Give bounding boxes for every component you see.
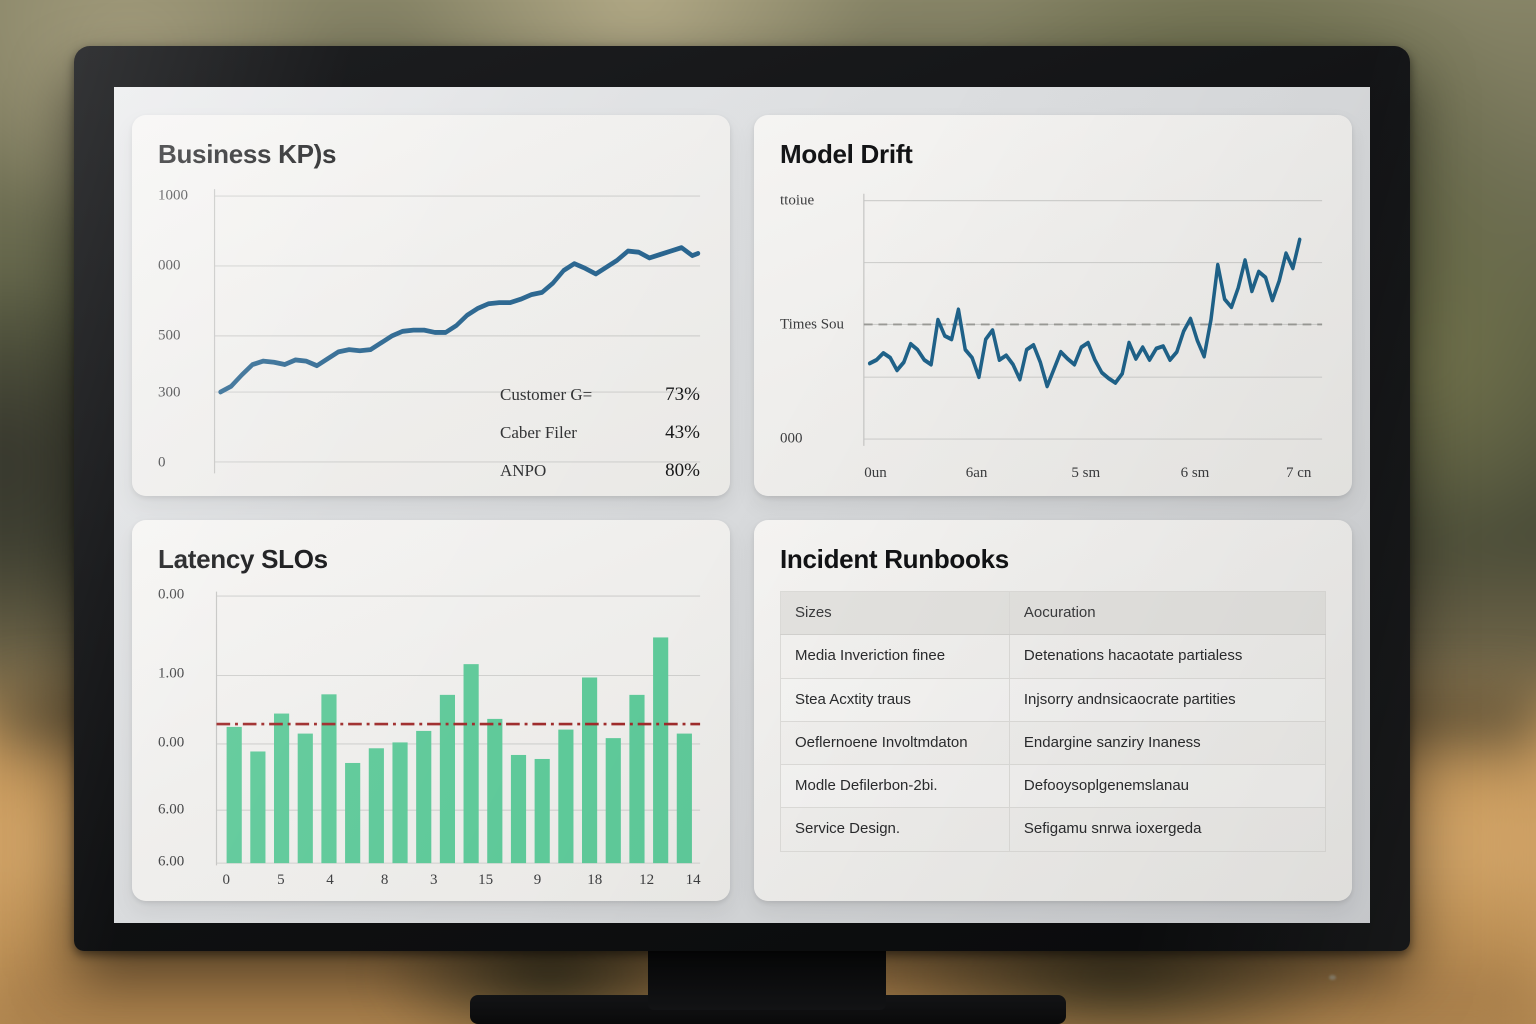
ytick-business-kpis-4: 0: [158, 454, 166, 471]
ytick-model-drift-1: Times Sou: [780, 316, 845, 333]
column-header-sizes[interactable]: Sizes: [780, 590, 1010, 636]
xtick-latency-1: 5: [277, 872, 285, 888]
kpi-legend-row: Caber Filer 43%: [500, 422, 700, 444]
bar[interactable]: [368, 748, 384, 864]
computer-monitor: Business KP)s: [74, 46, 1410, 980]
runbook-action-cell: Endargine sanziry Inaness: [1008, 720, 1327, 766]
ytick-business-kpis-1: 000: [158, 257, 181, 274]
bar[interactable]: [439, 694, 456, 864]
chart-business-kpis[interactable]: 1000 000 500 300 0 Customer G= 73% Caber…: [158, 180, 704, 481]
xtick-model-drift-1: 6an: [965, 465, 988, 481]
chart-axes-latency-slos: [158, 585, 704, 883]
bar[interactable]: [273, 713, 290, 864]
bar[interactable]: [629, 694, 645, 864]
ytick-business-kpis-0: 1000: [158, 187, 188, 204]
panel-title-business-kpis: Business KP)s: [158, 139, 337, 169]
xtick-model-drift-0: 0un: [864, 465, 887, 481]
runbook-action-cell: Detenations hacaotate partialess: [1008, 634, 1327, 679]
xtick-latency-4: 3: [429, 872, 438, 888]
ytick-latency-2: 0.00: [158, 734, 185, 751]
ytick-model-drift-2: 000: [780, 430, 803, 447]
xtick-latency-9: 14: [685, 872, 701, 888]
bar[interactable]: [487, 718, 503, 864]
bar[interactable]: [321, 694, 337, 864]
ytick-latency-1: 1.00: [158, 665, 185, 682]
bar[interactable]: [581, 677, 598, 864]
kpi-legend: Customer G= 73% Caber Filer 43% ANPO 80%: [500, 384, 700, 482]
panel-title-latency-slos: Latency SLOs: [158, 544, 328, 574]
ytick-latency-3: 6.00: [158, 801, 185, 818]
table-row[interactable]: Modle Defilerbon-2bi. Defooysoplgenemslan…: [780, 763, 1327, 809]
bar[interactable]: [558, 729, 574, 864]
bar[interactable]: [345, 762, 361, 864]
xtick-latency-5: 15: [478, 872, 494, 888]
chart-model-drift[interactable]: ttoiue Times Sou 000 0un 6an 5 sm 6 sm 7…: [780, 180, 1326, 481]
xtick-latency-0: 0: [222, 872, 231, 888]
bar[interactable]: [392, 742, 408, 864]
runbooks-table[interactable]: Sizes Aocuration Media Inveriction finee…: [780, 590, 1327, 852]
table-row[interactable]: Service Design. Sefigamu snrwa ioxergeda: [780, 807, 1327, 852]
runbook-action-cell: Sefigamu snrwa ioxergeda: [1008, 807, 1327, 852]
runbook-name-cell: Media Inveriction finee: [780, 634, 1010, 679]
table-header-row: Sizes Aocuration: [780, 590, 1327, 636]
bar[interactable]: [653, 637, 669, 864]
kpi-legend-value: 73%: [665, 384, 700, 405]
ytick-model-drift-0: ttoiue: [780, 192, 815, 209]
xtick-latency-8: 12: [639, 872, 655, 888]
panel-title-incident-runbooks: Incident Runbooks: [780, 544, 1009, 574]
xtick-latency-3: 8: [380, 872, 389, 888]
kpi-legend-label: ANPO: [500, 461, 547, 480]
kpi-legend-label: Caber Filer: [500, 423, 577, 442]
panel-business-kpis[interactable]: Business KP)s: [132, 115, 730, 496]
panel-incident-runbooks[interactable]: Incident Runbooks Sizes Aocuration Media…: [754, 520, 1352, 901]
xtick-model-drift-3: 6 sm: [1180, 465, 1210, 481]
xtick-model-drift-4: 7 cn: [1285, 465, 1312, 481]
ytick-business-kpis-3: 300: [158, 384, 181, 401]
table-row[interactable]: Oeflernoene Involtmdaton Endargine sanzir…: [780, 720, 1327, 766]
runbook-name-cell: Modle Defilerbon-2bi.: [780, 763, 1010, 809]
chart-latency-slos[interactable]: 0.00 1.00 0.00 6.00 6.00 0 5 4 8 3 15 9 …: [158, 585, 704, 888]
panel-title-model-drift: Model Drift: [780, 139, 913, 169]
bar[interactable]: [297, 733, 313, 864]
panel-model-drift[interactable]: Model Drift: [754, 115, 1352, 496]
bar[interactable]: [676, 733, 692, 864]
runbook-name-cell: Stea Acxtity traus: [780, 677, 1010, 722]
dashboard-grid: Business KP)s: [132, 115, 1352, 901]
table-row[interactable]: Media Inveriction finee Detenations hacao…: [780, 634, 1327, 679]
bar[interactable]: [416, 730, 432, 864]
bar[interactable]: [510, 754, 527, 864]
chart-axes-model-drift: [780, 180, 1326, 478]
ytick-latency-4: 6.00: [158, 853, 185, 870]
ytick-business-kpis-2: 500: [158, 327, 181, 344]
runbooks-table-body: Media Inveriction finee Detenations hacao…: [780, 634, 1327, 852]
runbooks-table-head: Sizes Aocuration: [780, 590, 1327, 636]
power-led-indicator: [1329, 975, 1336, 980]
runbook-name-cell: Oeflernoene Involtmdaton: [780, 720, 1010, 766]
chart-axes-business-kpis: [158, 180, 704, 478]
kpi-legend-label: Customer G=: [500, 385, 593, 404]
table-row[interactable]: Stea Acxtity traus Injsorry andnsicaocrat…: [780, 677, 1327, 722]
runbook-action-cell: Injsorry andnsicaocrate partities: [1008, 677, 1327, 722]
runbook-action-cell: Defooysoplgenemslanau: [1008, 763, 1327, 809]
column-header-aocuration[interactable]: Aocuration: [1008, 590, 1327, 636]
kpi-legend-row: Customer G= 73%: [500, 384, 700, 406]
panel-latency-slos[interactable]: Latency SLOs: [132, 520, 730, 901]
monitor-screen: Business KP)s: [114, 87, 1370, 923]
ytick-latency-0: 0.00: [158, 586, 185, 603]
runbook-name-cell: Service Design.: [780, 807, 1010, 852]
kpi-legend-value: 43%: [665, 422, 700, 443]
xtick-model-drift-2: 5 sm: [1071, 465, 1101, 481]
bar[interactable]: [463, 664, 479, 864]
bar[interactable]: [605, 738, 621, 864]
bar[interactable]: [250, 751, 266, 864]
kpi-legend-value: 80%: [665, 460, 700, 481]
xtick-latency-2: 4: [326, 872, 334, 888]
bar[interactable]: [226, 726, 242, 864]
kpi-legend-row: ANPO 80%: [500, 460, 700, 482]
xtick-latency-6: 9: [533, 872, 542, 888]
bar[interactable]: [534, 758, 550, 864]
xtick-latency-7: 18: [587, 872, 603, 888]
